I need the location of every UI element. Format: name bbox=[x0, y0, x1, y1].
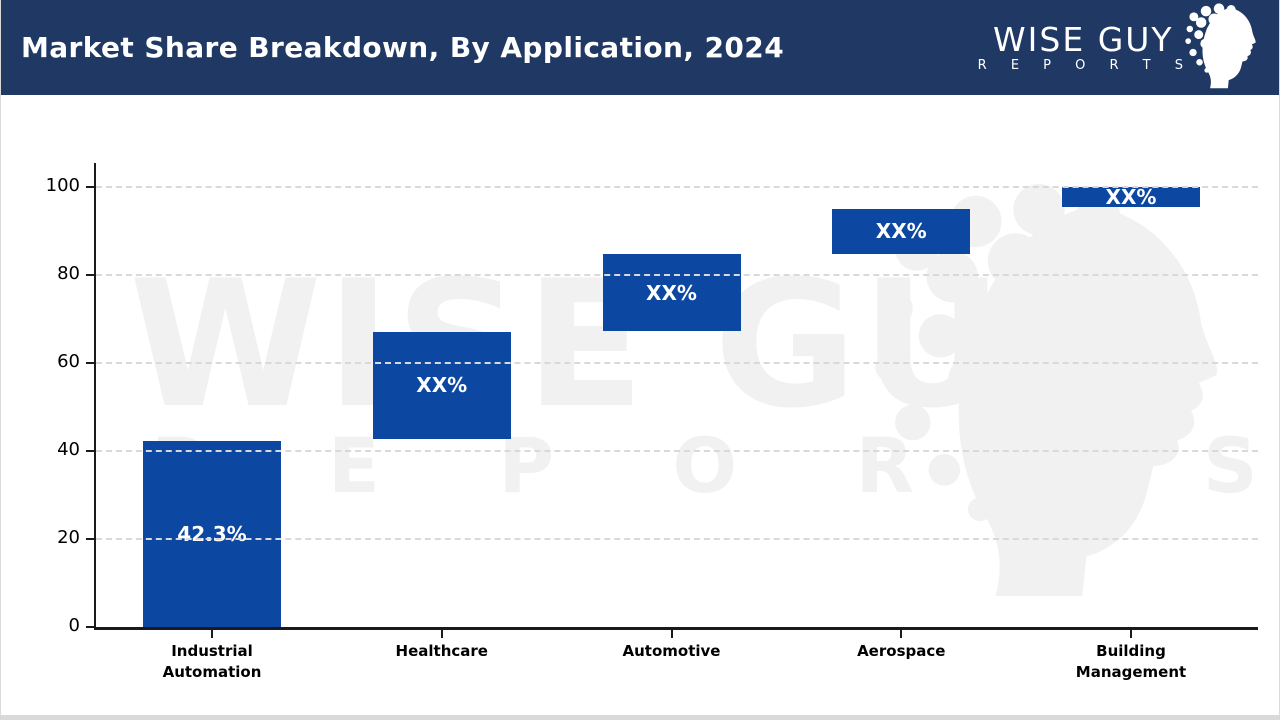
x-tick-mark bbox=[440, 630, 443, 638]
y-tick-label: 20 bbox=[57, 526, 80, 548]
x-category-label: Healthcare bbox=[395, 642, 488, 660]
footer-strip bbox=[1, 715, 1279, 720]
x-tick-mark bbox=[211, 630, 213, 638]
header: Market Share Breakdown, By Application, … bbox=[1, 0, 1279, 95]
x-category-label: Aerospace bbox=[857, 642, 946, 660]
x-tick-mark bbox=[670, 630, 673, 638]
bar-healthcare: XX% bbox=[372, 331, 511, 439]
brand-subtitle: R E P O R T S bbox=[977, 58, 1193, 73]
bar-automotive: XX% bbox=[602, 254, 741, 331]
x-category-label: Automotive bbox=[622, 642, 721, 660]
bar-industrial-automation: 42.3% bbox=[143, 440, 281, 627]
x-category-label: Building Management bbox=[1075, 642, 1187, 681]
bar-building-management: XX% bbox=[1062, 184, 1200, 209]
gridline-40 bbox=[96, 449, 1258, 452]
page-title: Market Share Breakdown, By Application, … bbox=[21, 31, 785, 64]
y-tick-label: 80 bbox=[57, 262, 80, 284]
y-tick-label: 100 bbox=[45, 174, 80, 196]
bar-value-label: 42.3% bbox=[177, 521, 247, 546]
y-tick-label: 60 bbox=[57, 350, 80, 372]
bar-aerospace: XX% bbox=[832, 208, 971, 254]
gridline-60 bbox=[96, 361, 1258, 364]
y-tick-mark bbox=[86, 449, 94, 452]
y-tick-mark bbox=[86, 361, 94, 364]
brand-logo: WISE GUY R E P O R T S bbox=[974, 2, 1261, 89]
gridline-100 bbox=[96, 185, 1258, 188]
y-tick-mark bbox=[86, 185, 94, 188]
gridline-80 bbox=[96, 273, 1258, 276]
brand-logo-text: WISE GUY R E P O R T S bbox=[974, 23, 1193, 72]
logo-dotted-head-profile-icon bbox=[1185, 2, 1256, 88]
bar-value-label: XX% bbox=[1105, 184, 1157, 209]
gridline-20 bbox=[96, 537, 1258, 540]
bar-value-label: XX% bbox=[875, 219, 927, 244]
x-tick-mark bbox=[900, 630, 903, 638]
bar-value-label: XX% bbox=[646, 280, 697, 305]
y-tick-label: 40 bbox=[57, 438, 80, 460]
y-tick-mark bbox=[86, 273, 94, 276]
y-tick-mark bbox=[86, 626, 94, 628]
bar-value-label: XX% bbox=[416, 373, 468, 398]
y-tick-mark bbox=[86, 537, 94, 540]
brand-name: WISE GUY bbox=[993, 20, 1174, 59]
y-axis-spine bbox=[94, 163, 96, 629]
x-tick-mark bbox=[1130, 630, 1132, 638]
x-axis-spine bbox=[94, 627, 1258, 630]
x-category-label: Industrial Automation bbox=[162, 642, 262, 681]
y-tick-label: 0 bbox=[68, 615, 80, 636]
